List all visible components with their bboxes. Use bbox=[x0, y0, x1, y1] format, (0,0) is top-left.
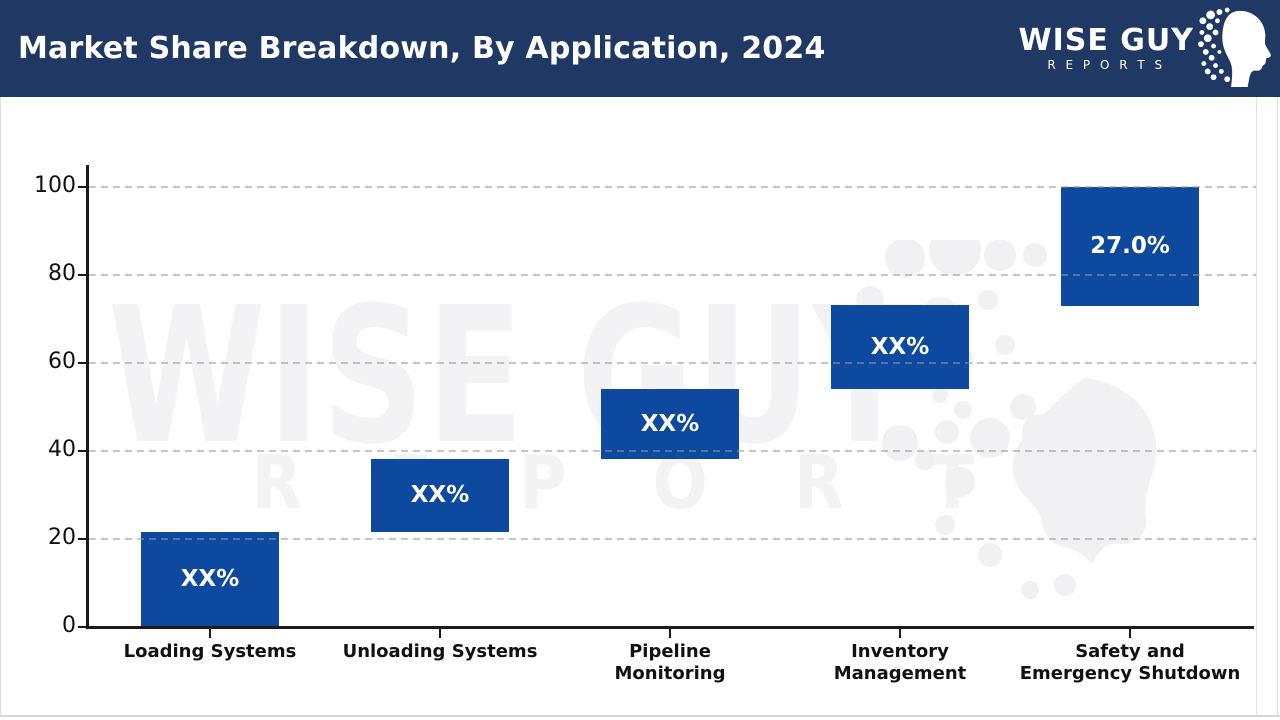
x-tick-mark bbox=[1129, 629, 1131, 638]
y-tick-label: 80 bbox=[48, 261, 76, 286]
bar-value-label: XX% bbox=[870, 334, 930, 361]
watermark-head-icon bbox=[856, 240, 1157, 599]
frame-right bbox=[1277, 97, 1278, 716]
x-tick-mark bbox=[209, 629, 211, 638]
bar-segment: XX% bbox=[371, 458, 509, 532]
y-tick-label: 60 bbox=[48, 349, 76, 374]
logo-text: WISE GUY R E P O R T S bbox=[1018, 25, 1194, 72]
frame-left bbox=[0, 97, 1, 716]
y-tick-mark bbox=[78, 186, 86, 188]
bar-segment: XX% bbox=[141, 531, 279, 627]
y-tick-mark bbox=[78, 274, 86, 276]
x-tick-mark bbox=[439, 629, 441, 638]
bar-value-label: XX% bbox=[410, 482, 470, 509]
x-category-label: Unloading Systems bbox=[342, 641, 538, 662]
y-tick-mark bbox=[78, 362, 86, 364]
y-tick-mark bbox=[78, 450, 86, 452]
y-axis-spine bbox=[86, 165, 89, 629]
x-tick-mark bbox=[899, 629, 901, 638]
bar-value-label: 27.0% bbox=[1090, 233, 1170, 260]
y-tick-label: 40 bbox=[48, 437, 76, 462]
bar-segment: XX% bbox=[601, 389, 739, 459]
y-tick-label: 0 bbox=[62, 613, 76, 638]
bar-segment: XX% bbox=[831, 304, 969, 390]
plot-right-border bbox=[1256, 97, 1257, 716]
bar-value-label: XX% bbox=[640, 411, 700, 438]
y-tick-mark bbox=[78, 626, 86, 628]
y-tick-mark bbox=[78, 538, 86, 540]
y-gridline bbox=[89, 274, 1256, 276]
watermark-wordmark: WISE GUY bbox=[108, 267, 918, 486]
logo-subtitle: R E P O R T S bbox=[1047, 57, 1166, 72]
y-gridline bbox=[89, 538, 1256, 540]
x-tick-mark bbox=[669, 629, 671, 638]
wise-guy-logo: WISE GUY R E P O R T S bbox=[1018, 0, 1272, 97]
x-axis-spine bbox=[86, 626, 1254, 629]
bar-value-label: XX% bbox=[180, 566, 240, 593]
y-tick-label: 20 bbox=[48, 525, 76, 550]
header-bar: Market Share Breakdown, By Application, … bbox=[0, 0, 1280, 97]
y-gridline bbox=[89, 186, 1256, 188]
logo-head-icon bbox=[1198, 7, 1271, 87]
chart-title: Market Share Breakdown, By Application, … bbox=[18, 31, 826, 66]
y-tick-label: 100 bbox=[34, 173, 76, 198]
x-category-label: Loading Systems bbox=[123, 641, 297, 662]
x-category-label: Safety and Emergency Shutdown bbox=[1019, 641, 1241, 684]
frame-bottom bbox=[0, 715, 1280, 717]
logo-wordmark: WISE GUY bbox=[1018, 23, 1194, 59]
bar-segment: 27.0% bbox=[1061, 187, 1199, 306]
y-gridline bbox=[89, 450, 1256, 452]
y-gridline bbox=[89, 362, 1256, 364]
x-category-label: Pipeline Monitoring bbox=[614, 641, 726, 684]
x-category-label: Inventory Management bbox=[833, 641, 967, 684]
